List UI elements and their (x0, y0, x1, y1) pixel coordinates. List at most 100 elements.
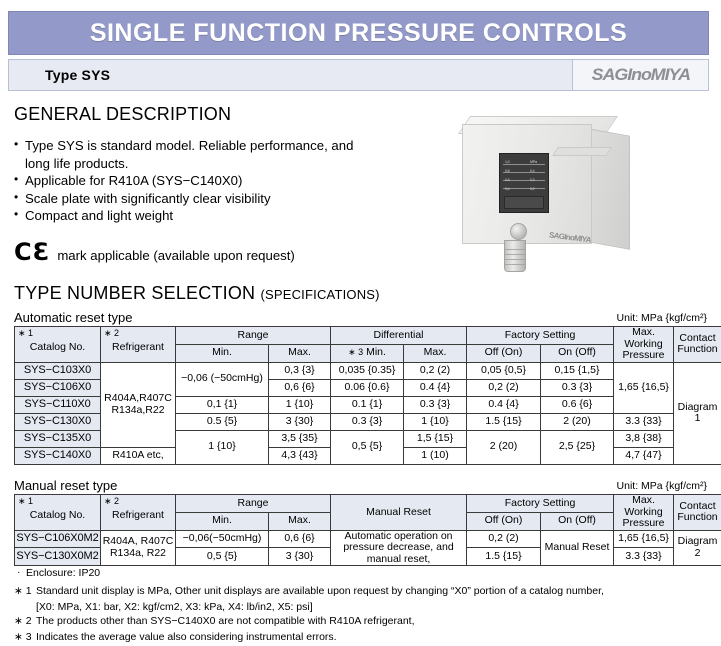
cell-manual-reset: Automatic operation on pressure decrease… (331, 530, 467, 566)
manual-table-unit-note: Unit: MPa {kgf/cm²} (617, 480, 707, 492)
footnote-ref-1: ∗ 1 (18, 496, 33, 508)
cell-on-off: 0.3 {3} (541, 379, 614, 396)
cell-catalog: SYS−C106X0M2 (15, 530, 101, 548)
col-header-range-max: Max. (269, 344, 331, 362)
col-header-catalog: ∗ 1 Catalog No. (15, 327, 101, 363)
cell-off-on: 1.5 {15} (467, 548, 541, 566)
cell-off-on: 0.4 {4} (467, 396, 541, 413)
col-header-max-working-pressure: Max. Working Pressure (614, 495, 674, 531)
general-description-list: Type SYS is standard model. Reliable per… (14, 137, 374, 225)
auto-table-unit-note: Unit: MPa {kgf/cm²} (617, 312, 707, 324)
cell-range-max: 4,3 {43} (269, 447, 331, 464)
type-label: Type SYS (45, 67, 110, 83)
col-header-diff-min: ∗ 3 Min. (331, 344, 404, 362)
col-header-range: Range (176, 327, 331, 345)
manual-reset-table: ∗ 1 Catalog No. ∗ 2 Refrigerant Range Ma… (14, 494, 721, 566)
adjustment-screw (510, 223, 527, 240)
footnote-ref-2: ∗ 2 (104, 328, 119, 340)
cell-range-min: 1 {10} (176, 430, 269, 464)
cell-on-off: 2,5 {25} (541, 430, 614, 464)
top-emboss (552, 147, 612, 156)
brand-logo: SAGInoMIYA (572, 60, 708, 90)
cell-catalog: SYS−C140X0 (15, 447, 101, 464)
manual-table-caption: Manual reset type (14, 478, 117, 493)
cell-range-max: 0,6 {6} (269, 379, 331, 396)
cell-catalog: SYS−C135X0 (15, 430, 101, 447)
cell-range-min: 0,1 {1} (176, 396, 269, 413)
page-banner: SINGLE FUNCTION PRESSURE CONTROLS (8, 11, 709, 55)
col-header-on-off: On (Off) (541, 512, 614, 530)
cell-max-working: 3,8 {38} (614, 430, 674, 447)
list-item: Scale plate with significantly clear vis… (14, 190, 374, 208)
cell-off-on: 1.5 {15} (467, 413, 541, 430)
auto-table-caption: Automatic reset type (14, 310, 133, 325)
cell-max-working: 3.3 {33} (614, 548, 674, 566)
col-header-range-min: Min. (176, 512, 269, 530)
col-header-refrigerant: ∗ 2 Refrigerant (101, 495, 176, 531)
scale-plate-label-box (504, 196, 544, 209)
type-bar: Type SYS SAGInoMIYA (8, 59, 709, 91)
tns-title-main: TYPE NUMBER SELECTION (14, 283, 255, 303)
ce-mark-line: CƐ mark applicable (available upon reque… (14, 240, 295, 264)
col-header-manual-reset: Manual Reset (331, 495, 467, 531)
cell-refrigerant: R404A,R407C R134a,R22 (101, 362, 176, 447)
cell-contact-function: Diagram 1 (674, 362, 721, 464)
cell-catalog: SYS−C130X0M2 (15, 548, 101, 566)
cell-range-min: 0.5 {5} (176, 413, 269, 430)
col-header-range-min: Min. (176, 344, 269, 362)
saginomiya-logo-text: SAGInoMIYA (591, 65, 689, 85)
cell-refrigerant: R404A, R407C R134a, R22 (101, 530, 176, 566)
col-header-on-off: On (Off) (541, 344, 614, 362)
banner-title: SINGLE FUNCTION PRESSURE CONTROLS (90, 19, 627, 48)
col-header-differential: Differential (331, 327, 467, 345)
cell-refrigerant: R410A etc, (101, 447, 176, 464)
cell-catalog: SYS−C103X0 (15, 362, 101, 379)
footnote-1-text: Standard unit display is MPa, Other unit… (36, 585, 604, 597)
cell-range-max: 1 {10} (269, 396, 331, 413)
footnote-2: ∗ 2 The products other than SYS−C140X0 a… (14, 614, 709, 629)
cell-diff-max: 1,5 {15} (404, 430, 467, 447)
cell-contact-function: Diagram 2 (674, 530, 721, 566)
cell-catalog: SYS−C110X0 (15, 396, 101, 413)
cell-range-min: −0,06 (−50cmHg) (176, 362, 269, 396)
cell-range-max: 0,3 {3} (269, 362, 331, 379)
ce-mark-icon: CƐ (14, 240, 50, 264)
cell-diff-min: 0.1 {1} (331, 396, 404, 413)
footnote-3: ∗ 3 Indicates the average value also con… (14, 630, 709, 645)
cell-on-off: Manual Reset (541, 530, 614, 566)
col-header-diff-max: Max. (404, 344, 467, 362)
type-number-selection-title: TYPE NUMBER SELECTION (SPECIFICATIONS) (14, 283, 380, 304)
list-item: Type SYS is standard model. Reliable per… (14, 137, 374, 172)
col-header-catalog: ∗ 1 Catalog No. (15, 495, 101, 531)
cell-range-max: 3 {30} (269, 548, 331, 566)
product-photo: 1,0 MPa 0,8 0,4 0,6 0,3 0,4 0,2 RANGE Di… (440, 112, 715, 287)
table-row: SYS−C103X0 R404A,R407C R134a,R22 −0,06 (… (15, 362, 721, 379)
cell-range-min: 0,5 {5} (176, 548, 269, 566)
cell-off-on: 0,2 (2) (467, 530, 541, 548)
cell-on-off: 2 (20) (541, 413, 614, 430)
footnote-1-mark: ∗ 1 (14, 584, 32, 599)
unit-front-face: 1,0 MPa 0,8 0,4 0,6 0,3 0,4 0,2 RANGE Di… (462, 124, 592, 244)
cell-range-max: 0,6 {6} (269, 530, 331, 548)
scale-plate: 1,0 MPa 0,8 0,4 0,6 0,3 0,4 0,2 RANGE Di… (499, 153, 549, 213)
footnote-enclosure: Enclosure: IP20 (14, 566, 709, 581)
cell-on-off: 0,15 {1,5} (541, 362, 614, 379)
cell-on-off: 0.6 {6} (541, 396, 614, 413)
ce-mark-text: mark applicable (available upon request) (57, 248, 295, 263)
cell-max-working: 1,65 {16,5} (614, 530, 674, 548)
footnote-ref-3: ∗ 3 (348, 347, 363, 357)
col-header-refrigerant: ∗ 2 Refrigerant (101, 327, 176, 363)
footnote-1: ∗ 1 Standard unit display is MPa, Other … (14, 584, 709, 599)
cell-diff-min: 0.06 {0.6} (331, 379, 404, 396)
cell-max-working: 4,7 {47} (614, 447, 674, 464)
tns-title-suffix: (SPECIFICATIONS) (260, 287, 379, 302)
col-header-off-on: Off (On) (467, 512, 541, 530)
col-header-off-on: Off (On) (467, 344, 541, 362)
footnote-1-units: [X0: MPa, X1: bar, X2: kgf/cm2, X3: kPa,… (14, 600, 709, 615)
cell-diff-max: 1 (10) (404, 447, 467, 464)
cell-catalog: SYS−C106X0 (15, 379, 101, 396)
cell-diff-max: 0,2 (2) (404, 362, 467, 379)
cell-catalog: SYS−C130X0 (15, 413, 101, 430)
cell-max-working: 3.3 {33} (614, 413, 674, 430)
